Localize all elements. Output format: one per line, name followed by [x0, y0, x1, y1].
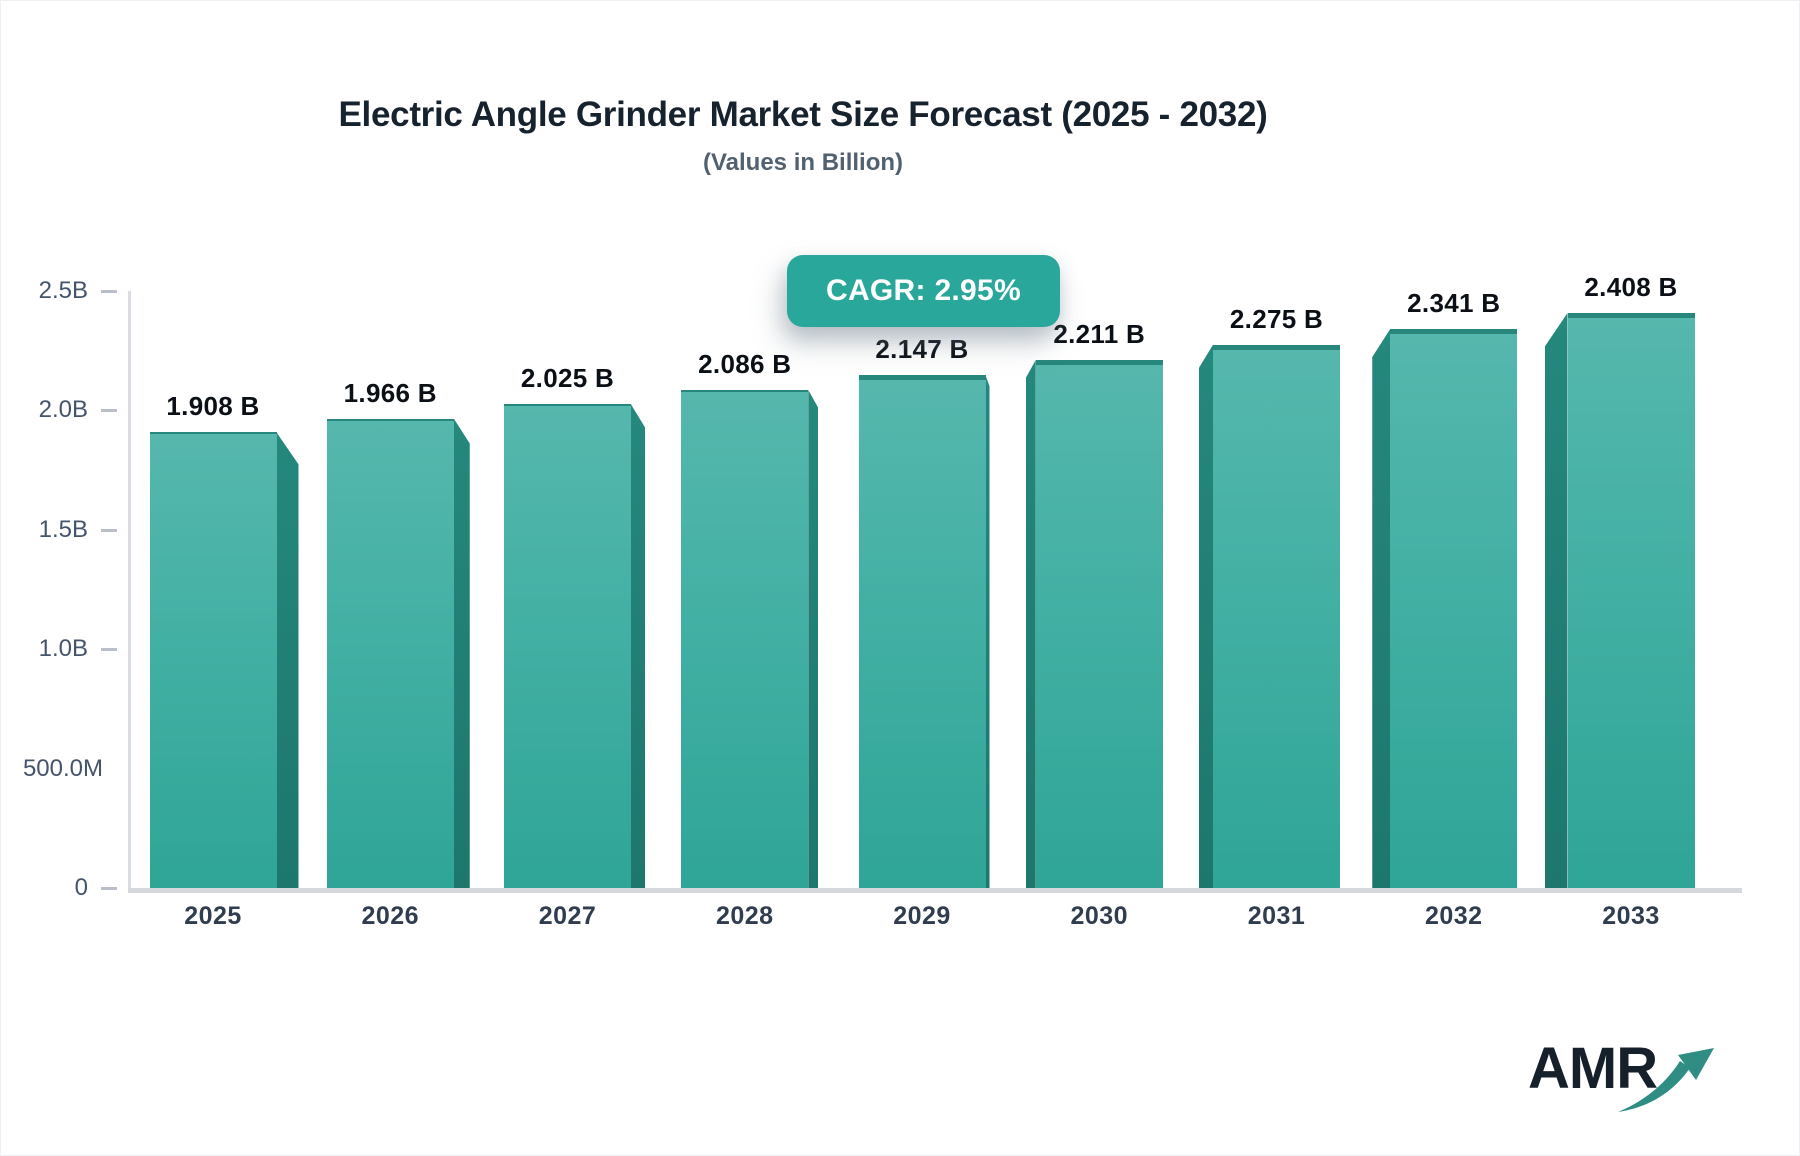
bar-top-edge: [326, 418, 454, 421]
cagr-badge: CAGR: 2.95%: [787, 255, 1060, 327]
x-axis-baseline: [128, 888, 1742, 893]
bar-front-2029: [858, 375, 986, 888]
bar-value-label-2026: 1.966 B: [343, 377, 437, 408]
bar-value-label-2032: 2.341 B: [1407, 287, 1501, 318]
bar-top-edge: [1035, 360, 1163, 365]
y-tick-label: 0: [74, 874, 88, 901]
bar-front-2032: [1390, 328, 1518, 888]
bar-value-label-2027: 2.025 B: [520, 363, 615, 394]
y-tick-label: 1.0B: [38, 635, 88, 663]
y-tick-dash: [101, 409, 117, 413]
x-tick-label-2029: 2029: [893, 902, 951, 930]
x-tick-label-2027: 2027: [538, 902, 597, 930]
x-tick-label-2031: 2031: [1247, 902, 1306, 930]
x-tick-label-2030: 2030: [1070, 902, 1129, 930]
chart-title: Electric Angle Grinder Market Size Forec…: [338, 95, 1268, 134]
chart-subtitle: (Values in Billion): [702, 149, 904, 176]
bar-value-label-2025: 1.908 B: [166, 391, 260, 422]
y-tick-label: 2.5B: [38, 277, 88, 304]
bar-value-label-2028: 2.086 B: [698, 348, 792, 379]
bar-side-2026: [453, 418, 470, 888]
growth-arrow-icon: [1618, 1048, 1714, 1112]
bar-side-2025: [276, 432, 299, 888]
x-tick-label-2032: 2032: [1424, 902, 1483, 930]
bar-top-edge: [1390, 328, 1518, 334]
amr-logo-text: AMR: [1528, 1036, 1658, 1101]
bar-top-edge: [1213, 344, 1340, 350]
bar-front-2025: [149, 432, 277, 888]
bar-front-2026: [326, 418, 454, 888]
y-tick-dash: [101, 887, 117, 890]
bar-side-2032: [1372, 328, 1391, 888]
bar-value-label-2033: 2.408 B: [1584, 271, 1678, 302]
bar-side-2031: [1199, 344, 1213, 888]
y-tick-label: 1.5B: [38, 515, 88, 543]
bar-side-2028: [808, 389, 819, 888]
bar-value-label-2031: 2.275 B: [1229, 303, 1324, 334]
y-tick-dash: [101, 290, 117, 293]
bar-side-2027: [631, 404, 645, 888]
bar-front-2028: [681, 389, 809, 888]
y-tick-dash: [101, 528, 117, 532]
bar-top-edge: [681, 389, 809, 392]
x-tick-label-2033: 2033: [1602, 902, 1660, 930]
bar-value-label-2029: 2.147 B: [875, 334, 969, 365]
bar-front-2027: [504, 404, 631, 888]
x-tick-label-2028: 2028: [715, 902, 774, 930]
x-tick-label-2025: 2025: [184, 902, 242, 930]
bar-top-edge: [1567, 312, 1695, 318]
bar-front-2031: [1213, 344, 1340, 888]
bar-side-2029: [985, 375, 990, 888]
bar-front-2033: [1567, 312, 1695, 888]
y-axis-line: [128, 291, 131, 892]
y-tick-label: 500.0M: [22, 754, 103, 782]
x-tick-label-2026: 2026: [361, 902, 420, 930]
bar-side-2030: [1025, 360, 1036, 888]
y-tick-dash: [101, 648, 117, 652]
bar-value-label-2030: 2.211 B: [1053, 319, 1146, 349]
bar-side-2033: [1544, 312, 1568, 888]
bar-top-edge: [858, 375, 986, 381]
bar-top-edge: [504, 404, 631, 407]
cagr-badge-label: CAGR: 2.95%: [825, 274, 1022, 307]
bar-top-edge: [149, 432, 277, 435]
amr-logo: AMR: [1528, 1038, 1718, 1118]
bar-front-2030: [1035, 360, 1163, 888]
y-tick-label: 2.0B: [38, 396, 88, 424]
